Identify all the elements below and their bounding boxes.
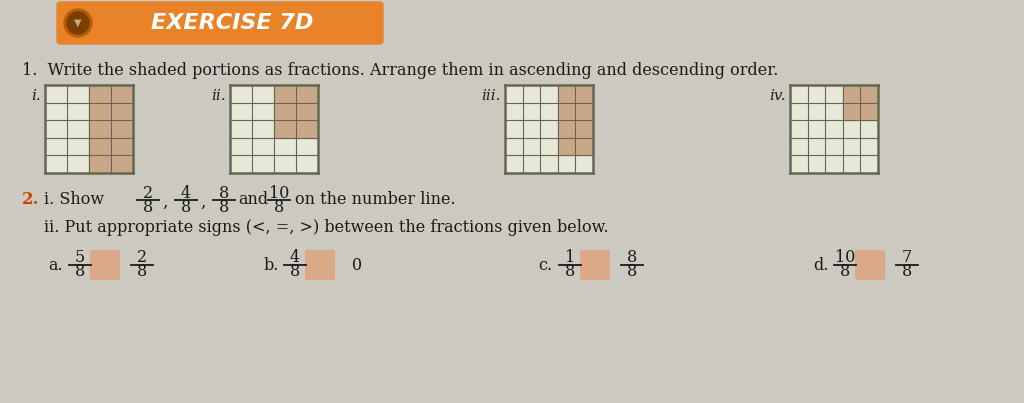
Text: and: and (238, 191, 268, 208)
Text: 2: 2 (137, 249, 147, 266)
Text: a.: a. (48, 256, 62, 274)
Text: 8: 8 (627, 264, 637, 280)
Bar (558, 120, 575, 138)
Bar (89, 138, 111, 156)
Text: 4: 4 (181, 185, 191, 202)
FancyBboxPatch shape (580, 250, 610, 280)
Text: b.: b. (263, 256, 279, 274)
Text: c.: c. (538, 256, 552, 274)
Text: 8: 8 (290, 264, 300, 280)
Text: 8: 8 (902, 264, 912, 280)
Text: 10: 10 (269, 185, 289, 202)
Text: d.: d. (813, 256, 828, 274)
Bar (111, 103, 133, 120)
Text: 4: 4 (290, 249, 300, 266)
Text: on the number line.: on the number line. (295, 191, 456, 208)
Text: 7: 7 (902, 249, 912, 266)
Bar (843, 103, 860, 120)
Text: 1.  Write the shaded portions as fractions. Arrange them in ascending and descen: 1. Write the shaded portions as fraction… (22, 62, 778, 79)
Text: 8: 8 (137, 264, 147, 280)
Text: 8: 8 (273, 199, 284, 216)
Text: 8: 8 (219, 199, 229, 216)
Bar (89, 156, 111, 173)
Bar (505, 85, 593, 173)
Text: 10: 10 (835, 249, 855, 266)
Text: EXERCISE 7D: EXERCISE 7D (151, 13, 313, 33)
Text: 2.: 2. (22, 191, 40, 208)
Bar (111, 120, 133, 138)
Bar (558, 103, 575, 120)
FancyBboxPatch shape (855, 250, 885, 280)
Bar (111, 138, 133, 156)
Text: ii. Put appropriate signs (<, =, >) between the fractions given below.: ii. Put appropriate signs (<, =, >) betw… (44, 220, 608, 237)
Bar (89, 85, 111, 103)
FancyBboxPatch shape (57, 2, 383, 44)
Bar (575, 103, 593, 120)
Bar (230, 85, 318, 173)
Bar (296, 120, 318, 138)
Bar (296, 85, 318, 103)
Bar (790, 85, 878, 173)
Text: 8: 8 (181, 199, 191, 216)
Bar (843, 85, 860, 103)
Bar (575, 138, 593, 156)
Bar (89, 103, 111, 120)
Text: 8: 8 (627, 249, 637, 266)
Text: 8: 8 (840, 264, 850, 280)
Text: iv.: iv. (769, 89, 786, 103)
Text: ,: , (162, 193, 167, 210)
Text: 8: 8 (219, 185, 229, 202)
FancyBboxPatch shape (90, 250, 120, 280)
Bar (860, 85, 878, 103)
Bar (860, 103, 878, 120)
Bar (274, 103, 296, 120)
Text: 2: 2 (143, 185, 153, 202)
Bar (111, 156, 133, 173)
Text: ▼: ▼ (75, 18, 82, 28)
Bar (575, 85, 593, 103)
Bar (558, 138, 575, 156)
Text: i.: i. (32, 89, 41, 103)
Bar (558, 85, 575, 103)
FancyBboxPatch shape (305, 250, 335, 280)
Bar (111, 85, 133, 103)
Circle shape (63, 9, 92, 37)
Bar (296, 103, 318, 120)
Text: 0: 0 (352, 256, 362, 274)
Bar (274, 85, 296, 103)
Text: 5: 5 (75, 249, 85, 266)
Text: iii.: iii. (481, 89, 501, 103)
Bar (89, 120, 111, 138)
Text: 1: 1 (565, 249, 575, 266)
Text: i. Show: i. Show (44, 191, 104, 208)
Bar (575, 120, 593, 138)
Text: 8: 8 (75, 264, 85, 280)
Bar (45, 85, 133, 173)
Text: 8: 8 (143, 199, 154, 216)
Bar (274, 120, 296, 138)
Text: ii.: ii. (211, 89, 226, 103)
Text: ,: , (200, 193, 206, 210)
Text: 8: 8 (565, 264, 575, 280)
Circle shape (67, 12, 89, 34)
